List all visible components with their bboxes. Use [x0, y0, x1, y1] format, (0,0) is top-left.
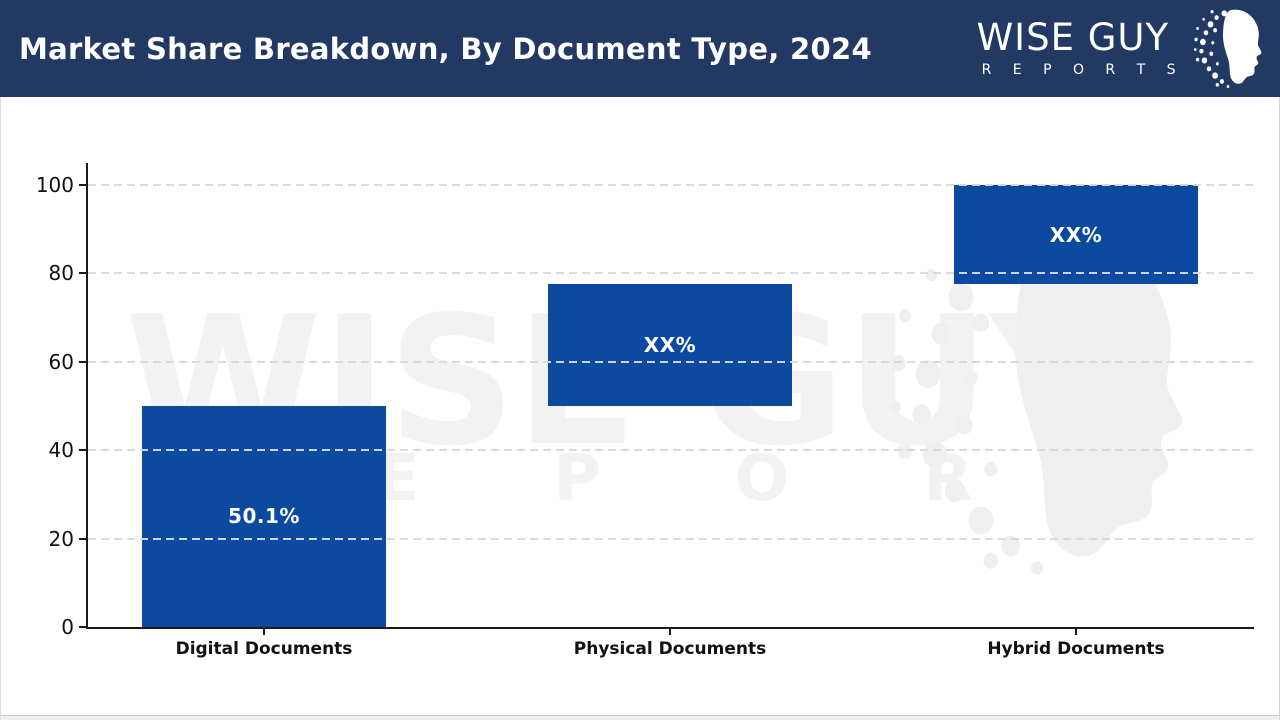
y-tick-label: 0 — [61, 615, 74, 639]
page-title: Market Share Breakdown, By Document Type… — [19, 32, 872, 66]
y-tick — [79, 184, 87, 186]
brand-logo-text: WISE GUY R E P O R T S — [977, 16, 1184, 78]
bar-value-label: 50.1% — [228, 504, 300, 529]
x-axis-spine — [86, 627, 1254, 629]
y-tick-label: 100 — [35, 173, 74, 197]
y-tick — [79, 626, 87, 628]
gridline — [88, 272, 1254, 275]
logo-wordmark: WISE GUY — [976, 16, 1170, 59]
gridline — [88, 449, 1254, 452]
y-axis-spine — [86, 163, 88, 629]
gridline — [88, 537, 1254, 540]
y-tick — [79, 272, 87, 275]
x-tick — [1075, 629, 1077, 635]
gridline — [88, 360, 1254, 363]
x-category-label: Hybrid Documents — [987, 639, 1165, 659]
bar-value-label: XX% — [1049, 222, 1103, 247]
x-category-label: Digital Documents — [175, 639, 353, 659]
y-tick-label: 80 — [48, 261, 74, 286]
x-tick — [669, 629, 671, 635]
bar-segment: XX% — [548, 284, 792, 406]
x-category-label: Physical Documents — [573, 639, 767, 659]
gridline — [88, 184, 1254, 186]
y-tick — [79, 360, 87, 363]
header-banner: Market Share Breakdown, By Document Type… — [0, 0, 1280, 97]
y-tick-label: 60 — [48, 349, 74, 374]
x-tick — [263, 629, 265, 635]
bar-segment: 50.1% — [142, 405, 386, 627]
brand-logo: WISE GUY R E P O R T S — [977, 5, 1266, 89]
y-tick-label: 40 — [48, 438, 74, 463]
bar-value-label: XX% — [643, 332, 697, 357]
y-tick — [79, 537, 87, 540]
y-tick-label: 20 — [48, 526, 74, 551]
bar-segment: XX% — [954, 185, 1198, 285]
face-logo-icon — [1194, 9, 1262, 88]
logo-subtext: R E P O R T S — [981, 62, 1184, 78]
y-tick — [79, 449, 87, 452]
